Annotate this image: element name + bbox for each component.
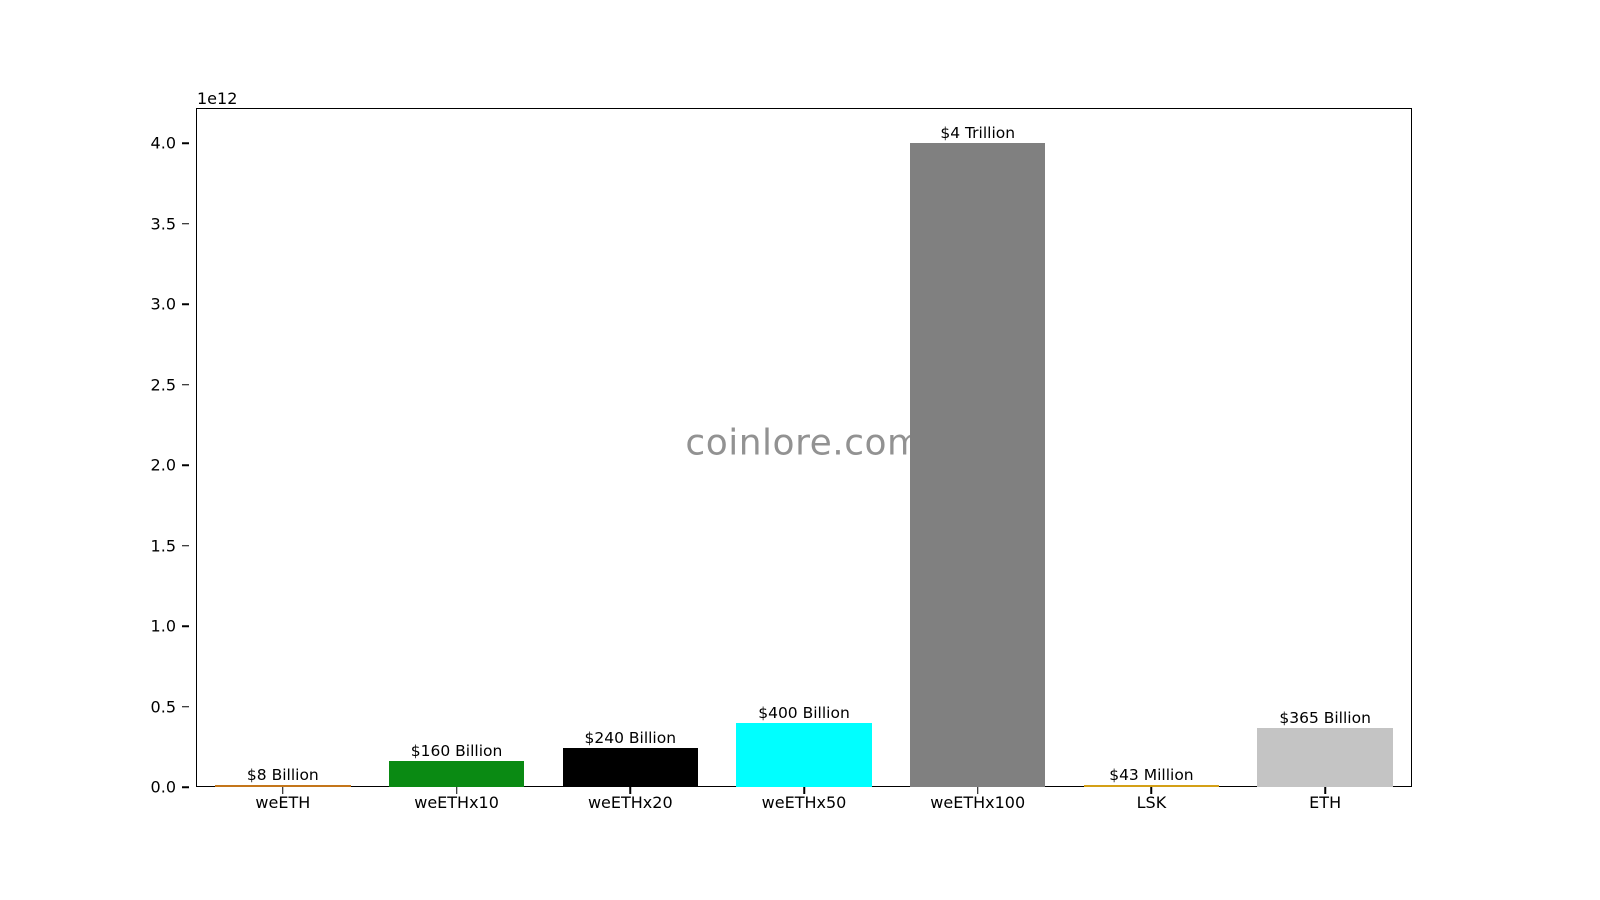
- y-tick-label: 3.5: [150, 214, 176, 234]
- bar-weeth[interactable]: [215, 785, 351, 787]
- y-axis-ticks: 0.0 0.5 1.0 1.5 2.0 2.5 3.0 3.5 4.0: [0, 0, 196, 900]
- y-tick-mark: [182, 544, 189, 547]
- x-tick-mark: [455, 787, 458, 794]
- x-tick-label-weethx50: weETHx50: [761, 793, 847, 812]
- bar-lsk[interactable]: [1083, 785, 1220, 787]
- x-tick-mark: [1150, 787, 1153, 794]
- x-tick-label-weeth: weETH: [255, 793, 311, 812]
- x-tick-mark: [1324, 787, 1326, 794]
- bar-value-label: $240 Billion: [584, 729, 677, 748]
- y-tick-mark: [182, 786, 189, 788]
- y-tick-label: 1.0: [150, 616, 176, 636]
- y-tick-label: 3.0: [150, 294, 176, 314]
- x-tick-mark: [282, 787, 284, 794]
- y-tick-mark: [182, 383, 189, 386]
- y-tick-mark: [182, 464, 189, 466]
- bar-value-label: $43 Million: [1109, 766, 1194, 785]
- y-tick-mark: [182, 705, 189, 708]
- bar-value-label: $365 Billion: [1279, 709, 1371, 728]
- y-tick-label: 0.0: [150, 777, 176, 797]
- bar-weethx50[interactable]: [736, 722, 872, 787]
- y-tick-label: 0.5: [150, 697, 176, 717]
- y-tick-label: 1.5: [150, 536, 176, 556]
- y-tick-label: 4.0: [150, 133, 176, 153]
- x-tick-label-weethx100: weETHx100: [930, 793, 1026, 812]
- x-tick-mark: [976, 787, 979, 794]
- bar-weethx10[interactable]: [388, 761, 525, 787]
- y-tick-label: 2.0: [150, 455, 176, 475]
- bar-weethx20[interactable]: [562, 748, 699, 787]
- bar-value-label: $8 Billion: [246, 766, 319, 785]
- bar-value-label: $160 Billion: [410, 742, 503, 761]
- y-tick-mark: [182, 625, 189, 627]
- plot-area: [196, 108, 1412, 787]
- x-tick-label-lsk: LSK: [1136, 793, 1167, 812]
- y-tick-mark: [182, 142, 189, 145]
- y-tick-label: 2.5: [150, 375, 176, 395]
- y-tick-mark: [182, 303, 189, 306]
- bars-layer: [215, 143, 1393, 787]
- bar-weethx100[interactable]: [909, 143, 1046, 787]
- x-tick-mark: [629, 787, 632, 794]
- x-tick-label-weethx20: weETHx20: [587, 793, 673, 812]
- x-tick-mark: [803, 787, 805, 794]
- bar-value-label: $400 Billion: [758, 703, 850, 722]
- bar-value-label: $4 Trillion: [940, 124, 1016, 143]
- y-axis-offset-text: 1e12: [197, 89, 238, 108]
- y-tick-mark: [182, 223, 189, 225]
- bar-eth[interactable]: [1257, 728, 1393, 787]
- x-tick-label-weethx10: weETHx10: [414, 793, 499, 812]
- x-tick-label-eth: ETH: [1309, 793, 1342, 812]
